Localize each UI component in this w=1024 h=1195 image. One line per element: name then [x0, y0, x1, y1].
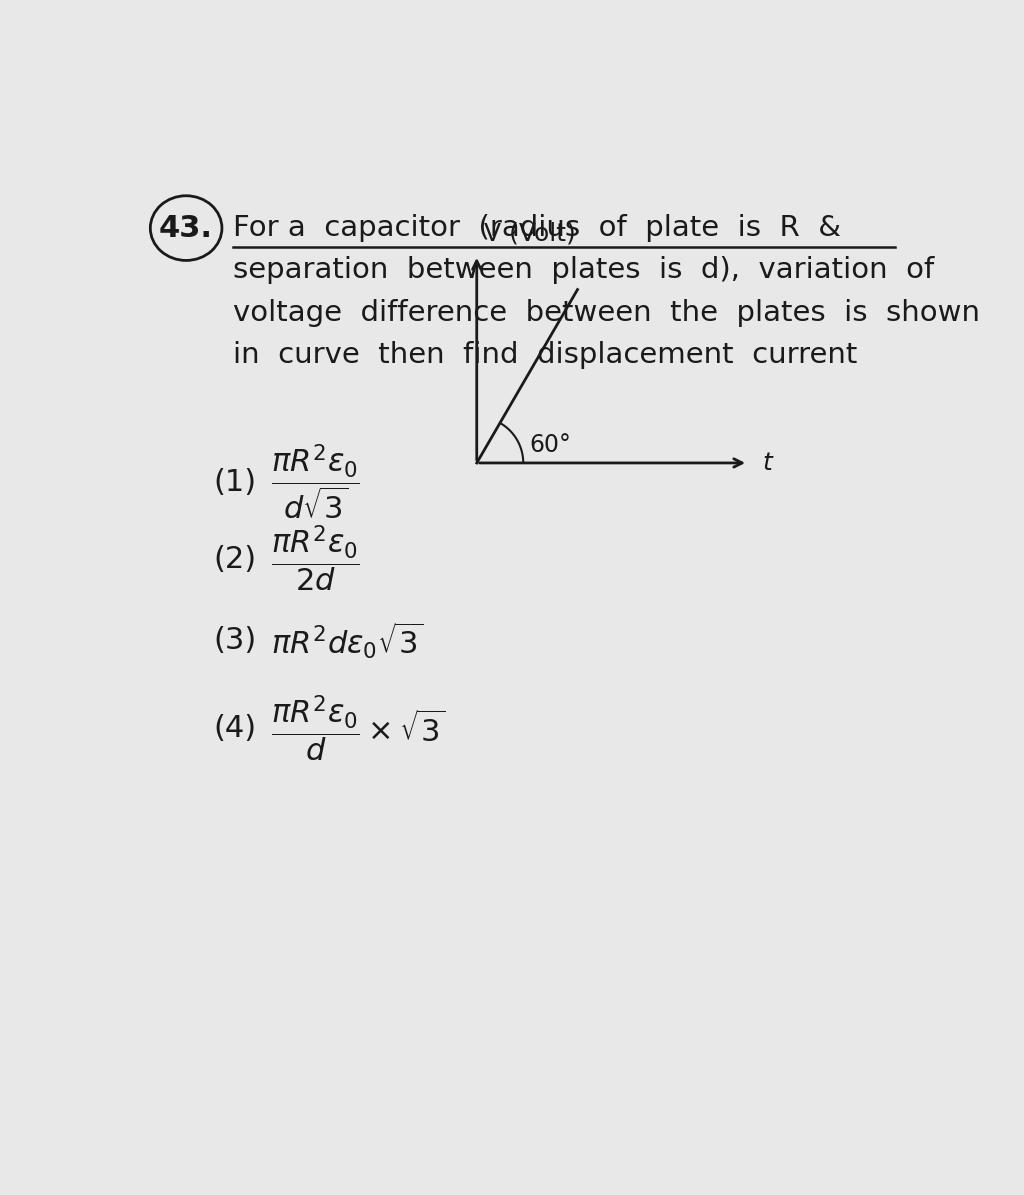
Text: (2): (2): [213, 545, 256, 574]
Text: 43.: 43.: [159, 214, 213, 243]
Text: (4): (4): [213, 715, 256, 743]
Text: t: t: [762, 451, 772, 474]
Text: $\dfrac{\pi R^2 \varepsilon_0}{2d}$: $\dfrac{\pi R^2 \varepsilon_0}{2d}$: [271, 525, 360, 594]
Text: $\pi R^2 d\varepsilon_0\sqrt{3}$: $\pi R^2 d\varepsilon_0\sqrt{3}$: [271, 619, 424, 661]
Text: V (Volt): V (Volt): [484, 222, 577, 246]
Text: 60°: 60°: [529, 433, 571, 456]
Text: (3): (3): [213, 625, 256, 655]
Text: voltage  difference  between  the  plates  is  shown: voltage difference between the plates is…: [232, 299, 980, 326]
Text: $\dfrac{\pi R^2 \varepsilon_0}{d\sqrt{3}}$: $\dfrac{\pi R^2 \varepsilon_0}{d\sqrt{3}…: [271, 442, 360, 522]
Text: $\dfrac{\pi R^2 \varepsilon_0}{d} \times \sqrt{3}$: $\dfrac{\pi R^2 \varepsilon_0}{d} \times…: [271, 693, 446, 764]
Text: For a  capacitor  (radius  of  plate  is  R  &: For a capacitor (radius of plate is R &: [232, 214, 841, 243]
Text: (1): (1): [213, 467, 256, 497]
Text: separation  between  plates  is  d),  variation  of: separation between plates is d), variati…: [232, 257, 934, 284]
Text: in  curve  then  find  displacement  current: in curve then find displacement current: [232, 341, 857, 369]
